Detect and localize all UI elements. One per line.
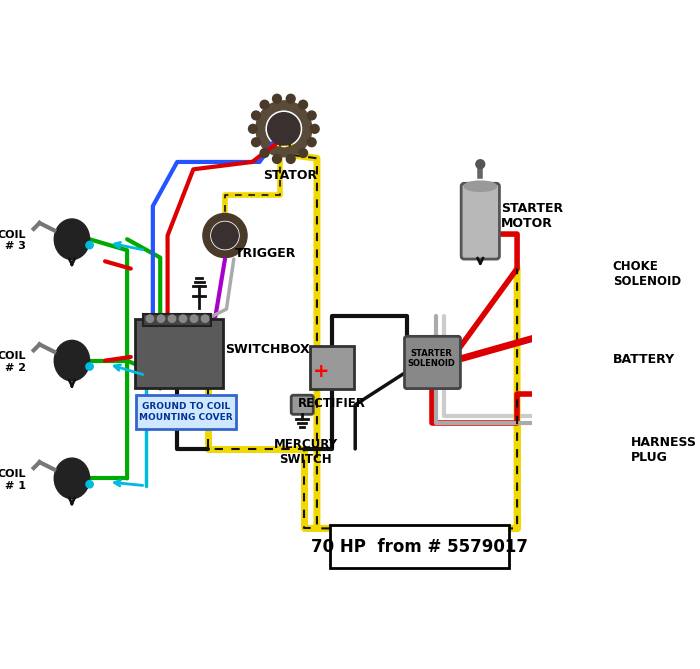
Text: STARTER
SOLENOID: STARTER SOLENOID [407, 349, 455, 368]
Circle shape [267, 112, 300, 145]
FancyBboxPatch shape [624, 280, 636, 294]
Ellipse shape [307, 138, 316, 147]
Circle shape [573, 264, 606, 296]
Ellipse shape [286, 155, 295, 163]
FancyBboxPatch shape [136, 395, 236, 429]
Text: COIL
# 2: COIL # 2 [0, 351, 27, 373]
Ellipse shape [251, 138, 260, 147]
Text: HARNESS
PLUG: HARNESS PLUG [631, 436, 697, 464]
Ellipse shape [55, 458, 90, 498]
Ellipse shape [307, 111, 316, 120]
Ellipse shape [286, 94, 295, 103]
Circle shape [179, 315, 187, 322]
Ellipse shape [251, 111, 260, 120]
FancyBboxPatch shape [309, 346, 354, 389]
Ellipse shape [578, 432, 622, 488]
Ellipse shape [272, 94, 281, 103]
Circle shape [168, 315, 176, 322]
Text: RECTIFIER: RECTIFIER [298, 397, 365, 410]
Ellipse shape [55, 341, 90, 381]
Circle shape [589, 457, 596, 464]
Ellipse shape [299, 149, 307, 157]
FancyBboxPatch shape [330, 525, 509, 568]
Text: COIL
# 3: COIL # 3 [0, 230, 27, 252]
FancyBboxPatch shape [651, 280, 663, 294]
Circle shape [476, 160, 484, 169]
Ellipse shape [260, 100, 269, 109]
Circle shape [86, 480, 93, 488]
Circle shape [604, 457, 611, 464]
Ellipse shape [464, 181, 496, 191]
FancyBboxPatch shape [596, 272, 612, 287]
FancyBboxPatch shape [609, 289, 678, 347]
FancyBboxPatch shape [461, 183, 499, 259]
Text: GROUND TO COIL
MOUNTING COVER: GROUND TO COIL MOUNTING COVER [139, 403, 233, 422]
Circle shape [604, 446, 611, 453]
Text: COIL
# 1: COIL # 1 [0, 469, 27, 490]
Circle shape [146, 315, 153, 322]
Text: BATTERY: BATTERY [612, 353, 675, 366]
Circle shape [604, 469, 611, 476]
Text: CHOKE
SOLENOID: CHOKE SOLENOID [612, 260, 681, 288]
Text: TRIGGER: TRIGGER [234, 247, 296, 260]
Ellipse shape [310, 124, 319, 133]
Circle shape [158, 315, 164, 322]
Circle shape [202, 315, 209, 322]
FancyBboxPatch shape [135, 318, 223, 388]
Ellipse shape [55, 219, 90, 260]
Circle shape [86, 363, 93, 370]
Circle shape [589, 469, 596, 476]
FancyBboxPatch shape [144, 314, 211, 326]
Circle shape [86, 242, 93, 249]
Text: +: + [312, 362, 329, 381]
Text: STARTER
MOTOR: STARTER MOTOR [501, 201, 563, 229]
Circle shape [190, 315, 197, 322]
Ellipse shape [299, 100, 307, 109]
Text: STATOR: STATOR [262, 169, 317, 183]
Ellipse shape [580, 434, 620, 486]
Text: 70 HP  from # 5579017: 70 HP from # 5579017 [311, 538, 528, 556]
Ellipse shape [272, 155, 281, 163]
FancyBboxPatch shape [405, 337, 461, 389]
Circle shape [582, 272, 596, 287]
Ellipse shape [248, 124, 258, 133]
Circle shape [589, 446, 596, 453]
Ellipse shape [260, 149, 269, 157]
FancyBboxPatch shape [291, 395, 314, 414]
Text: MERCURY
SWITCH: MERCURY SWITCH [274, 438, 338, 466]
Circle shape [211, 222, 238, 249]
Text: SWITCHBOX: SWITCHBOX [225, 343, 309, 356]
